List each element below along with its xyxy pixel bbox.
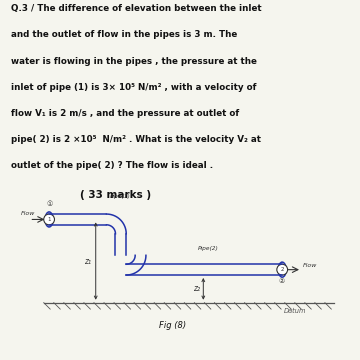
Text: ①: ① [47, 201, 53, 207]
Text: z₁: z₁ [84, 257, 91, 266]
Text: Flow: Flow [303, 263, 318, 268]
Text: ②: ② [278, 278, 285, 284]
Circle shape [277, 264, 288, 275]
Text: Pipe(1): Pipe(1) [110, 194, 131, 199]
Text: Pipe(2): Pipe(2) [198, 246, 219, 251]
Text: 1: 1 [48, 217, 51, 222]
Text: 2: 2 [280, 267, 284, 272]
Text: Datum: Datum [284, 308, 306, 314]
Text: Fig (8): Fig (8) [159, 321, 186, 330]
Text: z₂: z₂ [193, 284, 200, 293]
Text: pipe( 2) is 2 ×10⁵  N/m² . What is the velocity V₂ at: pipe( 2) is 2 ×10⁵ N/m² . What is the ve… [11, 135, 261, 144]
Text: ( 33 marks ): ( 33 marks ) [80, 190, 151, 200]
Text: inlet of pipe (1) is 3× 10⁵ N/m² , with a velocity of: inlet of pipe (1) is 3× 10⁵ N/m² , with … [11, 83, 256, 92]
Circle shape [44, 214, 54, 225]
Text: Flow: Flow [21, 211, 36, 216]
Text: and the outlet of flow in the pipes is 3 m. The: and the outlet of flow in the pipes is 3… [11, 31, 237, 40]
Text: outlet of the pipe( 2) ? The flow is ideal .: outlet of the pipe( 2) ? The flow is ide… [11, 161, 213, 170]
Text: water is flowing in the pipes , the pressure at the: water is flowing in the pipes , the pres… [11, 57, 257, 66]
Text: Q.3 / The difference of elevation between the inlet: Q.3 / The difference of elevation betwee… [11, 4, 261, 13]
Text: flow V₁ is 2 m/s , and the pressure at outlet of: flow V₁ is 2 m/s , and the pressure at o… [11, 109, 239, 118]
